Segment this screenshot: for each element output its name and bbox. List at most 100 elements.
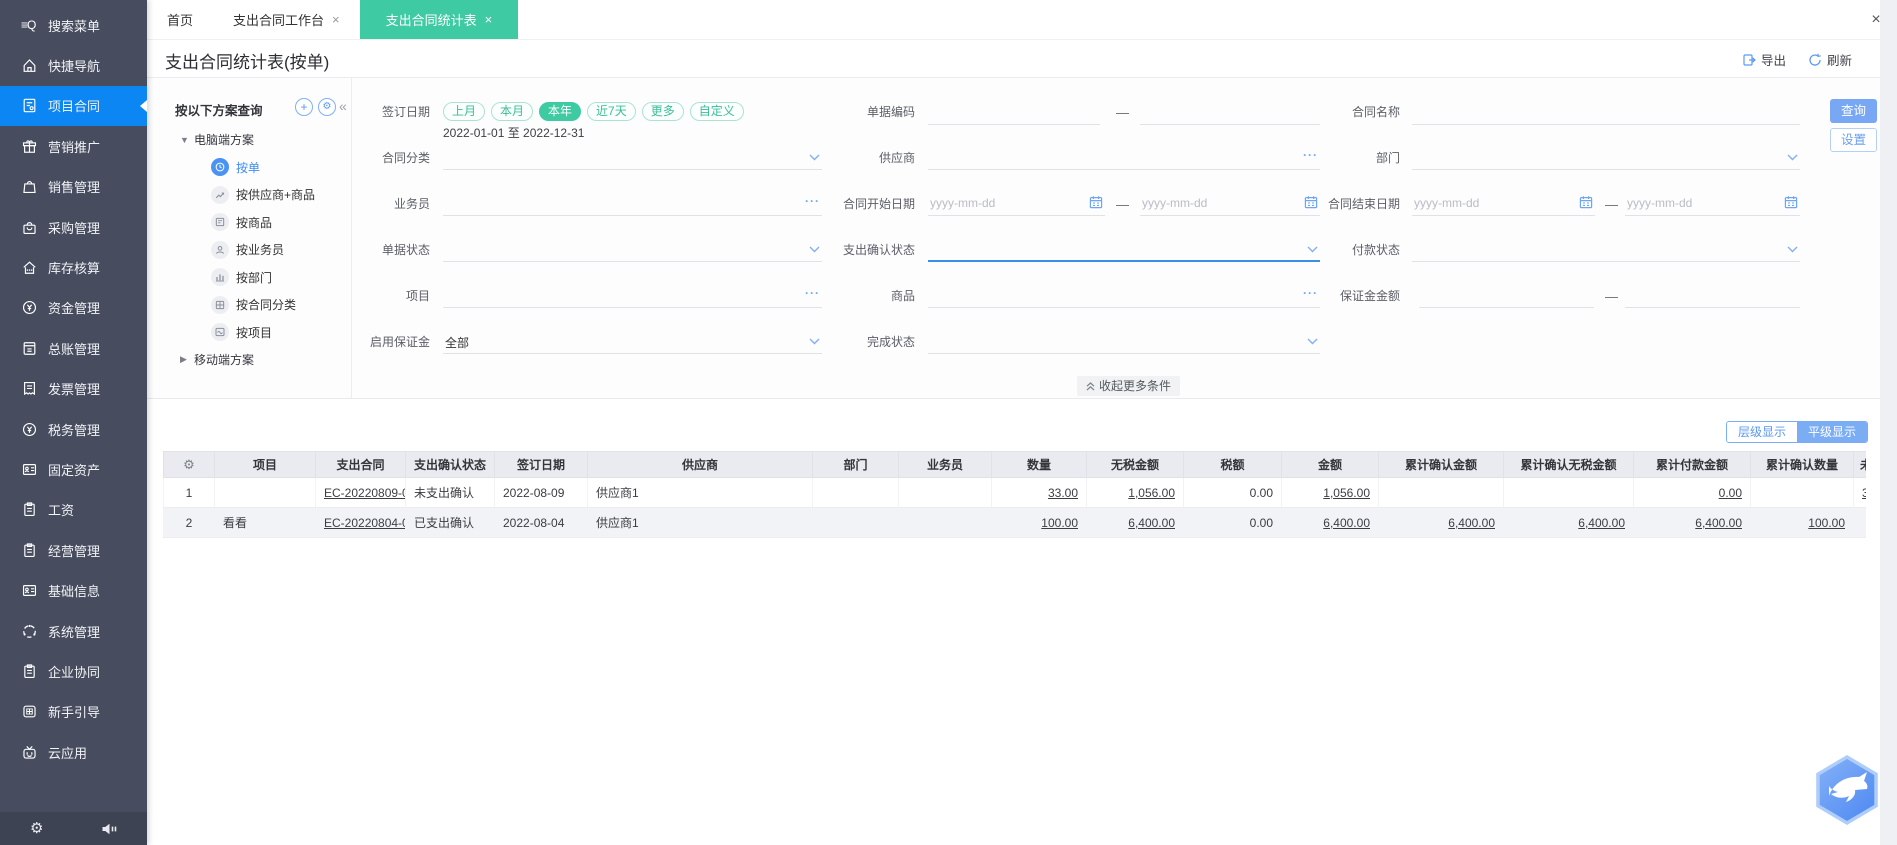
contract-start-date-to-input[interactable]: yyyy-mm-dd <box>1140 190 1320 216</box>
tab[interactable]: 支出合同工作台 × <box>213 0 360 39</box>
quick-date-pill[interactable]: 更多 <box>641 102 684 121</box>
sidebar-item[interactable]: 营销推广 <box>0 126 147 166</box>
project-lookup[interactable]: ··· <box>443 282 822 308</box>
cell[interactable]: 1,056.00 <box>1281 477 1379 508</box>
tree-item[interactable]: 按部门 <box>155 264 343 292</box>
cell[interactable]: 33.00 <box>1853 477 1866 508</box>
cell[interactable]: 0.00 <box>1633 477 1751 508</box>
doc-code-to-input[interactable] <box>1140 99 1320 125</box>
column-header[interactable]: 业务员 <box>898 451 992 478</box>
sidebar-item[interactable]: 项目合同 <box>0 85 147 127</box>
quick-date-pill[interactable]: 本年 <box>539 102 582 121</box>
sidebar-item[interactable]: 销售管理 <box>0 167 147 207</box>
tree-item[interactable]: 按项目 <box>155 319 343 347</box>
sidebar-item[interactable]: 工资 <box>0 490 147 530</box>
add-scheme-button[interactable]: + <box>295 98 313 116</box>
doc-code-from-input[interactable] <box>928 99 1100 125</box>
export-button[interactable]: 导出 <box>1742 50 1786 69</box>
cell[interactable]: 33.00 <box>991 477 1087 508</box>
finish-status-select[interactable] <box>928 328 1320 354</box>
deposit-amount-to-input[interactable] <box>1625 282 1800 308</box>
settings-gear-icon[interactable]: ⚙ <box>30 820 44 837</box>
contract-name-input[interactable] <box>1412 99 1800 125</box>
tree-group[interactable]: ▶ 移动端方案 <box>155 346 343 374</box>
calendar-icon[interactable] <box>1579 195 1593 209</box>
column-header[interactable]: 累计确认无税金额 <box>1503 451 1634 478</box>
column-header[interactable]: 税额 <box>1183 451 1282 478</box>
column-header[interactable]: 项目 <box>214 451 316 478</box>
tree-item[interactable]: 按业务员 <box>155 236 343 264</box>
cell[interactable]: EC-20220809-0 <box>315 477 406 508</box>
column-header[interactable]: 供应商 <box>587 451 813 478</box>
column-header[interactable]: 无税金额 <box>1086 451 1184 478</box>
sidebar-item[interactable]: 系统管理 <box>0 611 147 651</box>
cell[interactable]: 6,400.00 <box>1503 507 1634 538</box>
goods-lookup[interactable]: ··· <box>928 282 1320 308</box>
contract-end-date-from-input[interactable]: yyyy-mm-dd <box>1412 190 1595 216</box>
column-header[interactable]: 部门 <box>812 451 899 478</box>
toggle-option[interactable]: 平级显示 <box>1797 422 1867 442</box>
query-button[interactable]: 查询 <box>1830 99 1877 123</box>
column-header[interactable]: 未确认数量 <box>1853 451 1866 478</box>
sidebar-item[interactable]: 基础信息 <box>0 570 147 610</box>
sidebar-item[interactable]: 固定资产 <box>0 449 147 489</box>
collapse-panel-icon[interactable]: « <box>339 98 347 114</box>
assistant-mascot-button[interactable] <box>1812 755 1882 825</box>
sidebar-item[interactable]: 经营管理 <box>0 530 147 570</box>
cell[interactable]: 6,400.00 <box>1378 507 1504 538</box>
caret-right-icon[interactable]: ▶ <box>180 354 187 365</box>
cell[interactable]: 100.00 <box>1750 507 1854 538</box>
sidebar-item[interactable]: 发票管理 <box>0 369 147 409</box>
cell[interactable]: 6,400.00 <box>1281 507 1379 538</box>
settings-button[interactable]: 设置 <box>1830 128 1877 152</box>
sidebar-item[interactable]: 库存核算 <box>0 247 147 287</box>
volume-mute-icon[interactable] <box>101 823 119 835</box>
cell[interactable]: EC-20220804-0 <box>315 507 406 538</box>
cell[interactable]: 6,400.00 <box>1633 507 1751 538</box>
tree-item[interactable]: 按合同分类 <box>155 291 343 319</box>
table-row[interactable]: 1 EC-20220809-0 未支出确认 2022-08-09 供应商1 33.00 1,… <box>163 477 1866 508</box>
close-window-button[interactable]: × <box>1871 11 1881 28</box>
sidebar-item[interactable]: 资金管理 <box>0 288 147 328</box>
department-select[interactable] <box>1412 144 1800 170</box>
tree-item[interactable]: 按商品 <box>155 209 343 237</box>
column-header[interactable]: 支出确认状态 <box>405 451 495 478</box>
toggle-option[interactable]: 层级显示 <box>1727 422 1797 442</box>
cell[interactable]: 0.00 <box>1853 507 1866 538</box>
ellipsis-lookup-icon[interactable]: ··· <box>805 286 820 300</box>
quick-date-pill[interactable]: 自定义 <box>689 102 744 121</box>
cell[interactable]: 1,056.00 <box>1086 477 1184 508</box>
cell[interactable]: 6,400.00 <box>1086 507 1184 538</box>
sidebar-item[interactable]: 云应用 <box>0 732 147 772</box>
contract-category-select[interactable] <box>443 144 822 170</box>
quick-date-pill[interactable]: 近7天 <box>587 102 636 121</box>
doc-status-select[interactable] <box>443 236 822 262</box>
salesman-lookup[interactable]: ··· <box>443 190 822 216</box>
tab[interactable]: 首页 <box>147 0 213 39</box>
tree-item[interactable]: 按供应商+商品 <box>155 181 343 209</box>
table-row[interactable]: 2 看看 EC-20220804-0 已支出确认 2022-08-04 供应商1 100.0… <box>163 507 1866 538</box>
sidebar-item[interactable]: 新手引导 <box>0 692 147 732</box>
column-header[interactable]: 支出合同 <box>315 451 406 478</box>
tab[interactable]: 支出合同统计表 × <box>359 0 519 39</box>
calendar-icon[interactable] <box>1089 195 1103 209</box>
sidebar-item[interactable]: 采购管理 <box>0 207 147 247</box>
caret-down-icon[interactable]: ▼ <box>180 134 189 145</box>
ellipsis-lookup-icon[interactable]: ··· <box>805 194 820 208</box>
column-header[interactable]: 签订日期 <box>494 451 588 478</box>
refresh-button[interactable]: 刷新 <box>1808 50 1852 69</box>
tab-close-icon[interactable]: × <box>484 12 493 27</box>
deposit-amount-from-input[interactable] <box>1419 282 1594 308</box>
quick-date-pill[interactable]: 上月 <box>443 102 486 121</box>
calendar-icon[interactable] <box>1784 195 1798 209</box>
deposit-enabled-select[interactable]: 全部 <box>443 328 822 354</box>
contract-end-date-to-input[interactable]: yyyy-mm-dd <box>1625 190 1800 216</box>
payment-status-select[interactable] <box>1412 236 1800 262</box>
column-header[interactable]: 累计确认数量 <box>1750 451 1854 478</box>
cell[interactable]: 100.00 <box>991 507 1087 538</box>
quick-date-pill[interactable]: 本月 <box>491 102 534 121</box>
tree-item[interactable]: 按单 <box>155 154 343 182</box>
ellipsis-lookup-icon[interactable]: ··· <box>1303 148 1318 162</box>
column-header[interactable]: 金额 <box>1281 451 1379 478</box>
column-header[interactable]: 数量 <box>991 451 1087 478</box>
